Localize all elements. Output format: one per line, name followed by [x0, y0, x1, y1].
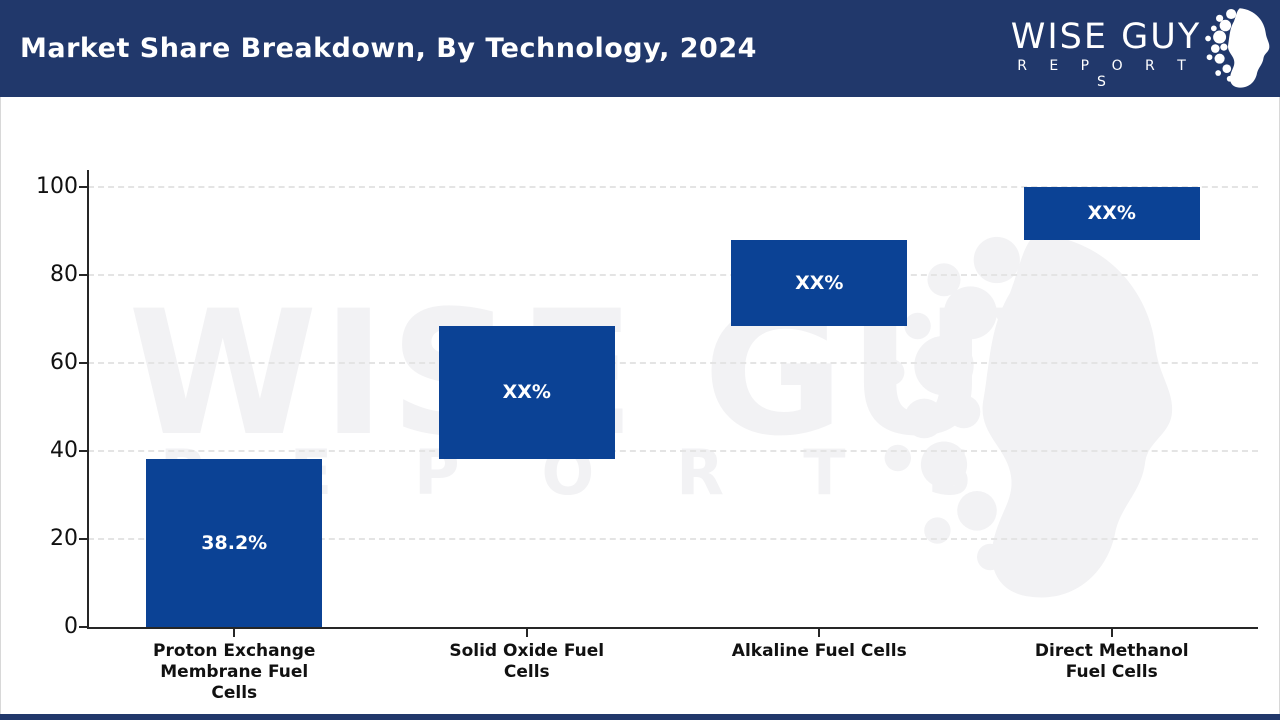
gridline [88, 274, 1258, 276]
y-axis-tick [79, 186, 88, 188]
y-axis-tick-label: 0 [64, 614, 78, 639]
logo-subtitle: R E P O R T S [1017, 58, 1195, 90]
bar-value-label: XX% [502, 381, 551, 404]
category-label: Alkaline Fuel Cells [731, 641, 907, 661]
logo-head-icon [1205, 8, 1270, 88]
y-axis-tick [79, 450, 88, 452]
y-axis-tick-label: 40 [50, 438, 78, 463]
y-axis-tick-label: 80 [50, 262, 78, 287]
gridline [88, 450, 1258, 452]
x-axis-tick [233, 629, 236, 637]
bar-value-label: XX% [795, 271, 844, 294]
category-label: Proton Exchange Membrane Fuel Cells [153, 641, 316, 703]
logo-text: WISE GUY R E P O R T S [1010, 18, 1202, 90]
wise-guy-logo: WISE GUY R E P O R T S [1010, 4, 1270, 94]
x-axis-tick [818, 629, 821, 637]
bar-value-label: XX% [1087, 202, 1136, 225]
y-axis-tick-label: 60 [50, 350, 78, 375]
y-axis-tick [79, 626, 88, 628]
bar-4: XX% [1023, 187, 1200, 240]
bar-1: 38.2% [146, 458, 323, 627]
y-axis-tick-label: 100 [36, 174, 78, 199]
watermark-head-icon [878, 233, 1173, 598]
logo-wordmark: WISE GUY [1010, 17, 1202, 57]
gridline [88, 538, 1258, 540]
y-axis-tick [79, 274, 88, 276]
x-axis-tick [1110, 629, 1113, 637]
gridline [88, 362, 1258, 364]
bar-3: XX% [731, 239, 908, 327]
y-axis-tick [79, 362, 88, 364]
x-axis-line [87, 627, 1258, 629]
x-axis-tick [525, 629, 528, 637]
chart-title: Market Share Breakdown, By Technology, 2… [20, 33, 757, 64]
footer-bar [0, 714, 1280, 720]
y-axis-tick-label: 20 [50, 526, 78, 551]
gridline [88, 186, 1258, 188]
y-axis-line [87, 170, 89, 629]
category-label: Direct Methanol Fuel Cells [1034, 641, 1189, 682]
bar-value-label: 38.2% [201, 531, 268, 554]
category-label: Solid Oxide Fuel Cells [449, 641, 605, 682]
y-axis-tick [79, 538, 88, 540]
header-bar: Market Share Breakdown, By Technology, 2… [0, 0, 1280, 97]
bar-2: XX% [438, 326, 615, 459]
